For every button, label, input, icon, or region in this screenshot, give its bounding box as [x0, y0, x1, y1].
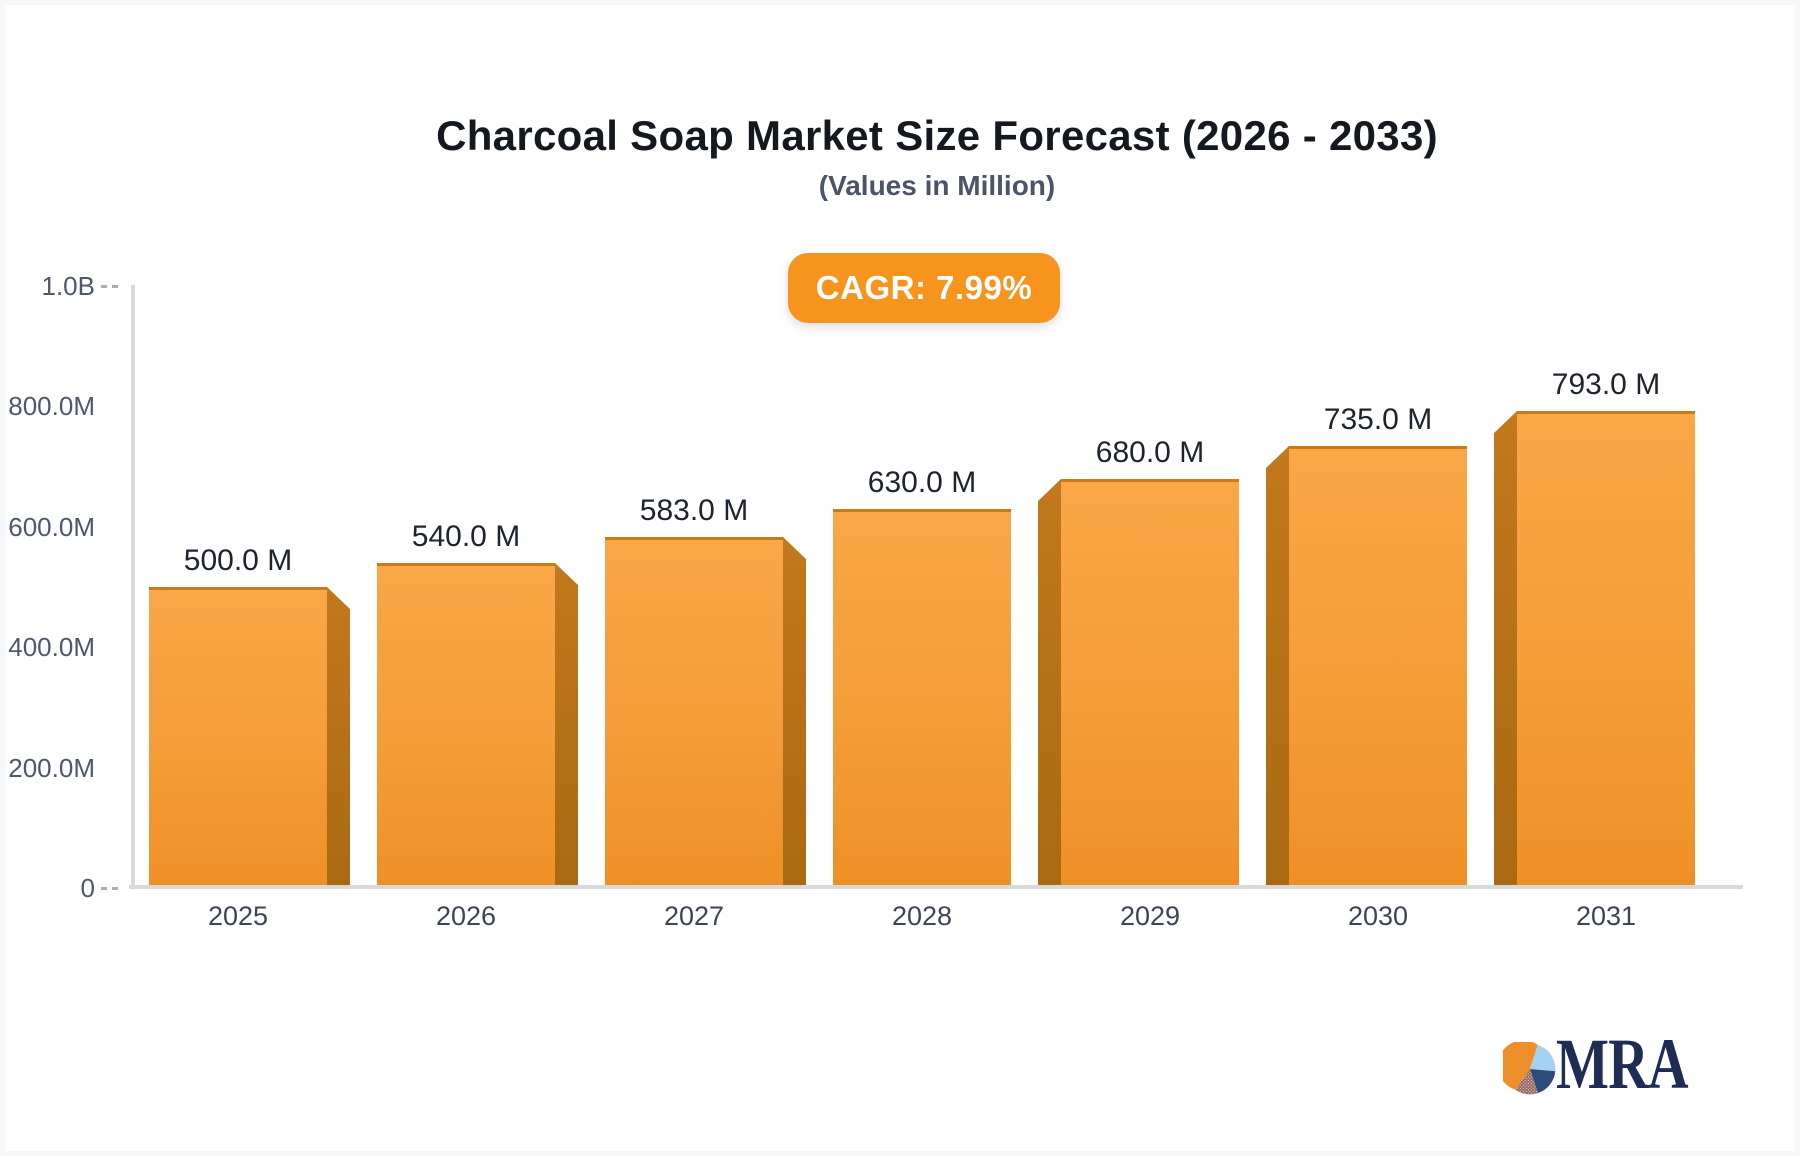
y-axis-tick-label: 800.0M	[8, 391, 95, 421]
mra-logo: MRA	[1503, 1028, 1723, 1102]
cagr-badge-label: CAGR: 7.99%	[815, 269, 1033, 306]
x-axis-tick-label: 2026	[435, 901, 497, 931]
y-axis-tick-row: 0	[0, 872, 118, 904]
y-axis-tick-label: 1.0B	[41, 271, 96, 301]
bar-3d-side	[783, 537, 806, 888]
bar	[149, 587, 327, 888]
bar	[833, 509, 1011, 888]
x-axis-tick-label: 2029	[1119, 901, 1181, 931]
y-axis-tick-row: 1.0B	[0, 270, 118, 302]
y-axis-line	[131, 285, 135, 889]
bar-value-label: 793.0 M	[1551, 368, 1661, 401]
bar-value-label: 540.0 M	[411, 520, 521, 553]
chart-title: Charcoal Soap Market Size Forecast (2026…	[436, 112, 1438, 159]
y-axis-tick-row: 400.0M	[0, 631, 118, 663]
x-axis-tick-label: 2027	[663, 901, 725, 931]
bar-3d-side	[327, 587, 350, 888]
cagr-badge: CAGR: 7.99%	[788, 253, 1060, 323]
y-axis-tick-row: 800.0M	[0, 390, 118, 422]
chart-subtitle: (Values in Million)	[818, 170, 1056, 201]
bar	[1061, 479, 1239, 888]
y-axis-tick-row: 600.0M	[0, 511, 118, 543]
bar	[605, 537, 783, 888]
x-axis-tick-label: 2025	[207, 901, 269, 931]
bar	[377, 563, 555, 888]
mra-logo-text: MRA	[1556, 1024, 1689, 1104]
bar-3d-side	[1038, 479, 1061, 888]
bar-value-label: 680.0 M	[1095, 436, 1205, 469]
bar-3d-side	[1494, 411, 1517, 888]
bar-3d-side	[1266, 446, 1289, 888]
bar	[1517, 411, 1695, 888]
bar-value-label: 583.0 M	[639, 494, 749, 527]
y-axis-tick-label: 400.0M	[8, 632, 95, 662]
x-axis-baseline	[129, 885, 1743, 889]
x-axis-tick-label: 2031	[1575, 901, 1637, 931]
y-axis-tick-row: 200.0M	[0, 752, 118, 784]
y-axis-tick-label: 200.0M	[8, 753, 95, 783]
x-axis-tick-label: 2030	[1347, 901, 1409, 931]
bar	[1289, 446, 1467, 888]
x-axis-tick-label: 2028	[891, 901, 953, 931]
bar-3d-side	[555, 563, 578, 888]
y-axis-tick-mark	[101, 886, 118, 890]
mra-logo-pie-icon	[1503, 1042, 1556, 1095]
y-axis-tick-label: 0	[80, 873, 95, 903]
bar-value-label: 500.0 M	[183, 544, 293, 577]
y-axis-tick-label: 600.0M	[8, 512, 95, 542]
bar-value-label: 735.0 M	[1323, 403, 1433, 436]
y-axis-tick-mark	[101, 284, 118, 288]
bar-value-label: 630.0 M	[867, 466, 977, 499]
